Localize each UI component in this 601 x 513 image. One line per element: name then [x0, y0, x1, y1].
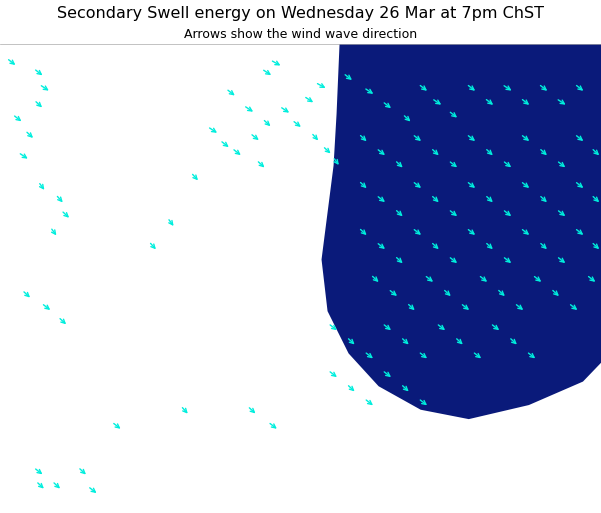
Text: Secondary Swell energy on Wednesday 26 Mar at 7pm ChST: Secondary Swell energy on Wednesday 26 M… [57, 7, 544, 22]
Text: Arrows show the wind wave direction: Arrows show the wind wave direction [184, 28, 417, 42]
Polygon shape [322, 44, 601, 419]
